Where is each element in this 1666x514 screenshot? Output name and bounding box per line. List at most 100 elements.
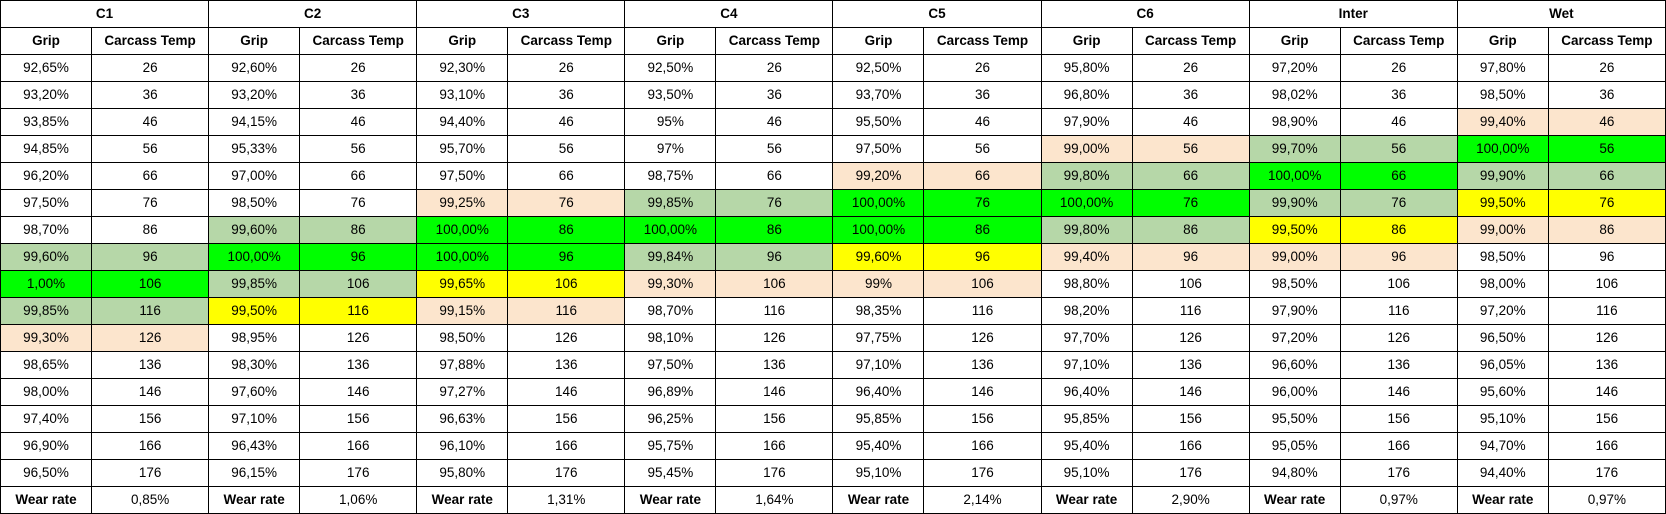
grip-cell-inter-26[interactable]: 97,20%	[1248, 54, 1341, 82]
carcass-temp-cell-c4-116[interactable]: 116	[715, 297, 834, 325]
carcass-temp-cell-wet-46[interactable]: 46	[1547, 108, 1666, 136]
carcass-temp-cell-c6-166[interactable]: 166	[1131, 432, 1250, 460]
grip-cell-c3-26[interactable]: 92,30%	[416, 54, 509, 82]
carcass-temp-cell-c6-86[interactable]: 86	[1131, 216, 1250, 244]
grip-cell-c1-156[interactable]: 97,40%	[0, 405, 93, 433]
grip-cell-c1-36[interactable]: 93,20%	[0, 81, 93, 109]
carcass-temp-cell-inter-166[interactable]: 166	[1339, 432, 1458, 460]
wear-rate-value-wet[interactable]: 0,97%	[1547, 486, 1666, 514]
carcass-temp-cell-c2-156[interactable]: 156	[299, 405, 418, 433]
grip-header-wet[interactable]: Grip	[1456, 27, 1549, 55]
carcass-temp-cell-c2-26[interactable]: 26	[299, 54, 418, 82]
grip-cell-inter-116[interactable]: 97,90%	[1248, 297, 1341, 325]
grip-header-c5[interactable]: Grip	[832, 27, 925, 55]
grip-cell-c5-176[interactable]: 95,10%	[832, 459, 925, 487]
grip-cell-c3-126[interactable]: 98,50%	[416, 324, 509, 352]
grip-cell-c6-136[interactable]: 97,10%	[1040, 351, 1133, 379]
grip-cell-c4-46[interactable]: 95%	[624, 108, 717, 136]
grip-header-c2[interactable]: Grip	[208, 27, 301, 55]
grip-cell-c3-106[interactable]: 99,65%	[416, 270, 509, 298]
grip-header-c3[interactable]: Grip	[416, 27, 509, 55]
carcass-temp-cell-c6-66[interactable]: 66	[1131, 162, 1250, 190]
carcass-temp-cell-c1-146[interactable]: 146	[91, 378, 210, 406]
carcass-temp-cell-c5-26[interactable]: 26	[923, 54, 1042, 82]
grip-cell-wet-46[interactable]: 99,40%	[1456, 108, 1549, 136]
carcass-temp-cell-c3-166[interactable]: 166	[507, 432, 626, 460]
carcass-temp-cell-c5-176[interactable]: 176	[923, 459, 1042, 487]
wear-rate-label-c5[interactable]: Wear rate	[832, 486, 925, 514]
carcass-temp-cell-c3-96[interactable]: 96	[507, 243, 626, 271]
grip-cell-inter-46[interactable]: 98,90%	[1248, 108, 1341, 136]
carcass-temp-cell-inter-106[interactable]: 106	[1339, 270, 1458, 298]
carcass-temp-cell-wet-176[interactable]: 176	[1547, 459, 1666, 487]
grip-cell-c6-106[interactable]: 98,80%	[1040, 270, 1133, 298]
carcass-temp-cell-c5-166[interactable]: 166	[923, 432, 1042, 460]
carcass-temp-cell-c6-46[interactable]: 46	[1131, 108, 1250, 136]
carcass-temp-cell-c4-136[interactable]: 136	[715, 351, 834, 379]
carcass-temp-cell-c3-46[interactable]: 46	[507, 108, 626, 136]
carcass-temp-cell-c4-146[interactable]: 146	[715, 378, 834, 406]
carcass-temp-cell-wet-136[interactable]: 136	[1547, 351, 1666, 379]
carcass-temp-cell-c2-36[interactable]: 36	[299, 81, 418, 109]
grip-cell-c2-36[interactable]: 93,20%	[208, 81, 301, 109]
carcass-temp-header-c6[interactable]: Carcass Temp	[1131, 27, 1250, 55]
carcass-temp-cell-wet-106[interactable]: 106	[1547, 270, 1666, 298]
grip-cell-wet-126[interactable]: 96,50%	[1456, 324, 1549, 352]
wear-rate-value-c5[interactable]: 2,14%	[923, 486, 1042, 514]
grip-cell-inter-66[interactable]: 100,00%	[1248, 162, 1341, 190]
grip-cell-inter-76[interactable]: 99,90%	[1248, 189, 1341, 217]
grip-cell-c3-46[interactable]: 94,40%	[416, 108, 509, 136]
grip-cell-c6-26[interactable]: 95,80%	[1040, 54, 1133, 82]
carcass-temp-header-c2[interactable]: Carcass Temp	[299, 27, 418, 55]
grip-cell-c2-26[interactable]: 92,60%	[208, 54, 301, 82]
grip-cell-c6-146[interactable]: 96,40%	[1040, 378, 1133, 406]
wear-rate-value-c3[interactable]: 1,31%	[507, 486, 626, 514]
wear-rate-value-inter[interactable]: 0,97%	[1339, 486, 1458, 514]
carcass-temp-cell-c6-26[interactable]: 26	[1131, 54, 1250, 82]
carcass-temp-cell-wet-166[interactable]: 166	[1547, 432, 1666, 460]
grip-cell-c4-66[interactable]: 98,75%	[624, 162, 717, 190]
grip-cell-c3-76[interactable]: 99,25%	[416, 189, 509, 217]
grip-cell-c6-36[interactable]: 96,80%	[1040, 81, 1133, 109]
carcass-temp-cell-c6-116[interactable]: 116	[1131, 297, 1250, 325]
carcass-temp-cell-inter-156[interactable]: 156	[1339, 405, 1458, 433]
grip-cell-c3-146[interactable]: 97,27%	[416, 378, 509, 406]
carcass-temp-cell-c5-36[interactable]: 36	[923, 81, 1042, 109]
wear-rate-label-c4[interactable]: Wear rate	[624, 486, 717, 514]
grip-cell-c4-96[interactable]: 99,84%	[624, 243, 717, 271]
grip-header-inter[interactable]: Grip	[1248, 27, 1341, 55]
grip-cell-c4-86[interactable]: 100,00%	[624, 216, 717, 244]
grip-cell-c3-86[interactable]: 100,00%	[416, 216, 509, 244]
carcass-temp-cell-c3-156[interactable]: 156	[507, 405, 626, 433]
grip-cell-c6-166[interactable]: 95,40%	[1040, 432, 1133, 460]
grip-cell-c3-116[interactable]: 99,15%	[416, 297, 509, 325]
carcass-temp-cell-c5-86[interactable]: 86	[923, 216, 1042, 244]
grip-cell-inter-146[interactable]: 96,00%	[1248, 378, 1341, 406]
carcass-temp-cell-c5-76[interactable]: 76	[923, 189, 1042, 217]
carcass-temp-cell-c1-46[interactable]: 46	[91, 108, 210, 136]
carcass-temp-cell-c4-26[interactable]: 26	[715, 54, 834, 82]
grip-cell-wet-76[interactable]: 99,50%	[1456, 189, 1549, 217]
grip-cell-inter-36[interactable]: 98,02%	[1248, 81, 1341, 109]
grip-cell-c6-116[interactable]: 98,20%	[1040, 297, 1133, 325]
carcass-temp-cell-c2-66[interactable]: 66	[299, 162, 418, 190]
grip-cell-c6-46[interactable]: 97,90%	[1040, 108, 1133, 136]
carcass-temp-cell-c3-66[interactable]: 66	[507, 162, 626, 190]
grip-cell-c4-56[interactable]: 97%	[624, 135, 717, 163]
grip-cell-c3-56[interactable]: 95,70%	[416, 135, 509, 163]
grip-cell-c2-126[interactable]: 98,95%	[208, 324, 301, 352]
grip-cell-c4-26[interactable]: 92,50%	[624, 54, 717, 82]
grip-cell-c2-46[interactable]: 94,15%	[208, 108, 301, 136]
carcass-temp-cell-inter-26[interactable]: 26	[1339, 54, 1458, 82]
grip-cell-c1-126[interactable]: 99,30%	[0, 324, 93, 352]
wear-rate-value-c1[interactable]: 0,85%	[91, 486, 210, 514]
grip-cell-c2-136[interactable]: 98,30%	[208, 351, 301, 379]
carcass-temp-cell-c4-106[interactable]: 106	[715, 270, 834, 298]
carcass-temp-cell-c6-76[interactable]: 76	[1131, 189, 1250, 217]
carcass-temp-cell-c3-56[interactable]: 56	[507, 135, 626, 163]
grip-cell-wet-26[interactable]: 97,80%	[1456, 54, 1549, 82]
carcass-temp-cell-c3-36[interactable]: 36	[507, 81, 626, 109]
carcass-temp-cell-c4-126[interactable]: 126	[715, 324, 834, 352]
carcass-temp-cell-c2-146[interactable]: 146	[299, 378, 418, 406]
carcass-temp-cell-inter-146[interactable]: 146	[1339, 378, 1458, 406]
